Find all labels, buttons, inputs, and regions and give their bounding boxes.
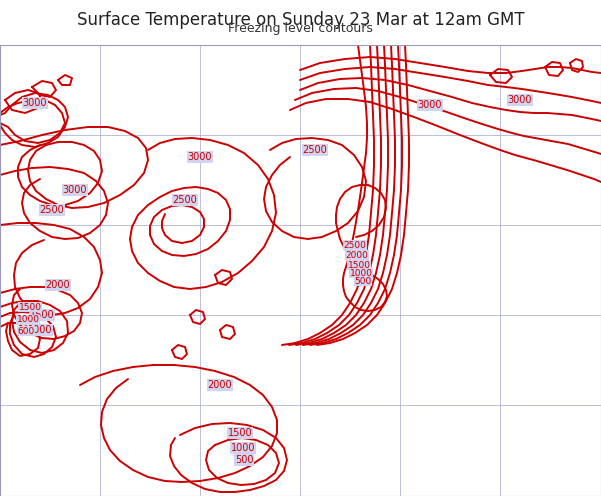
Text: 1000: 1000 [231, 443, 255, 453]
Text: 3000: 3000 [23, 98, 47, 108]
Text: 2000: 2000 [346, 250, 368, 259]
Text: 1000: 1000 [16, 315, 40, 324]
Text: 2500: 2500 [303, 145, 328, 155]
Text: 2500: 2500 [172, 195, 197, 205]
Text: 1500: 1500 [19, 303, 41, 311]
Text: 3000: 3000 [418, 100, 442, 110]
Text: 1000: 1000 [350, 268, 373, 277]
Text: 2000: 2000 [46, 280, 70, 290]
Text: Freezing level contours: Freezing level contours [228, 22, 373, 35]
Text: 2500: 2500 [40, 205, 64, 215]
Text: 1000: 1000 [28, 325, 52, 335]
Text: Surface Temperature on Sunday 23 Mar at 12am GMT: Surface Temperature on Sunday 23 Mar at … [77, 11, 524, 29]
Text: 600: 600 [17, 326, 35, 335]
Text: 1500: 1500 [347, 260, 370, 269]
Text: 3000: 3000 [508, 95, 532, 105]
Text: 2000: 2000 [208, 380, 233, 390]
Text: 3000: 3000 [188, 152, 212, 162]
Text: 500: 500 [235, 455, 253, 465]
Text: 1500: 1500 [29, 310, 54, 320]
Text: 3000: 3000 [63, 185, 87, 195]
Text: 1500: 1500 [228, 428, 252, 438]
Text: 500: 500 [355, 276, 371, 286]
Text: 2500: 2500 [344, 241, 367, 249]
